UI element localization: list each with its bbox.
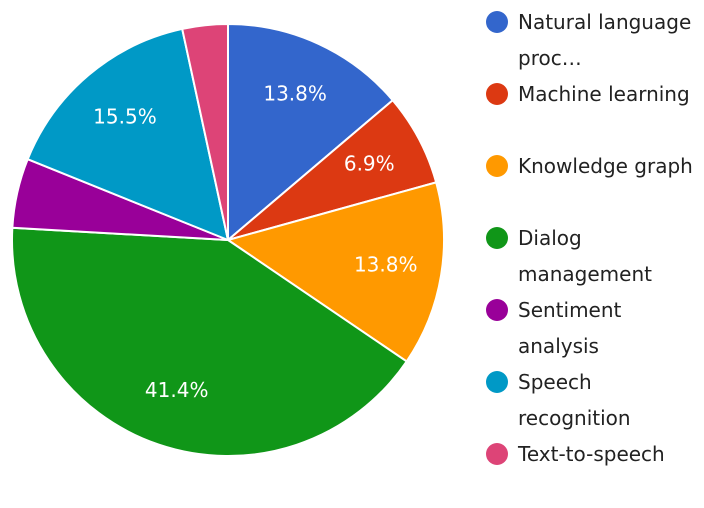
pie-slice [26, 27, 230, 242]
legend-swatch [486, 371, 508, 393]
pie-slice [227, 22, 395, 243]
legend-swatch [486, 83, 508, 105]
legend-swatch [486, 443, 508, 465]
legend-label: Knowledge graph [518, 154, 693, 178]
data-label: 15.5% [93, 104, 157, 128]
pie-slice [11, 226, 409, 457]
pie-slice [225, 181, 445, 363]
legend-label: Machine learning [518, 82, 690, 106]
legend-item: Dialog management [486, 220, 696, 292]
legend-swatch [486, 299, 508, 321]
legend-swatch [486, 11, 508, 33]
legend-label: Sentiment analysis [518, 298, 622, 358]
legend-item: Machine learning [486, 76, 696, 148]
legend-label: Natural language proc… [518, 10, 692, 70]
legend-label: Text-to-speech [518, 442, 665, 466]
page: {"chart_data": {"type": "pie", "categori… [11, 10, 693, 466]
chart: 13.8% 6.9% 13.8% 41.4% 15.5% [11, 22, 445, 457]
legend-item: Natural language proc… [486, 4, 696, 76]
legend-item: Knowledge graph [486, 148, 696, 220]
legend: Natural language proc… Machine learning Kn… [486, 4, 696, 508]
data-label: 13.8% [354, 252, 418, 276]
legend-item: Sentiment analysis [486, 292, 696, 364]
data-label: 13.8% [263, 81, 327, 105]
legend-swatch [486, 227, 508, 249]
data-label: 6.9% [344, 152, 395, 176]
legend-item: Speech recognition [486, 364, 696, 436]
legend-label: Speech recognition [518, 370, 631, 430]
legend-swatch [486, 155, 508, 177]
pie-slice [181, 22, 229, 241]
legend-label: Dialog management [518, 226, 652, 286]
legend-item: Text-to-speech [486, 436, 696, 508]
data-label: 41.4% [145, 378, 209, 402]
